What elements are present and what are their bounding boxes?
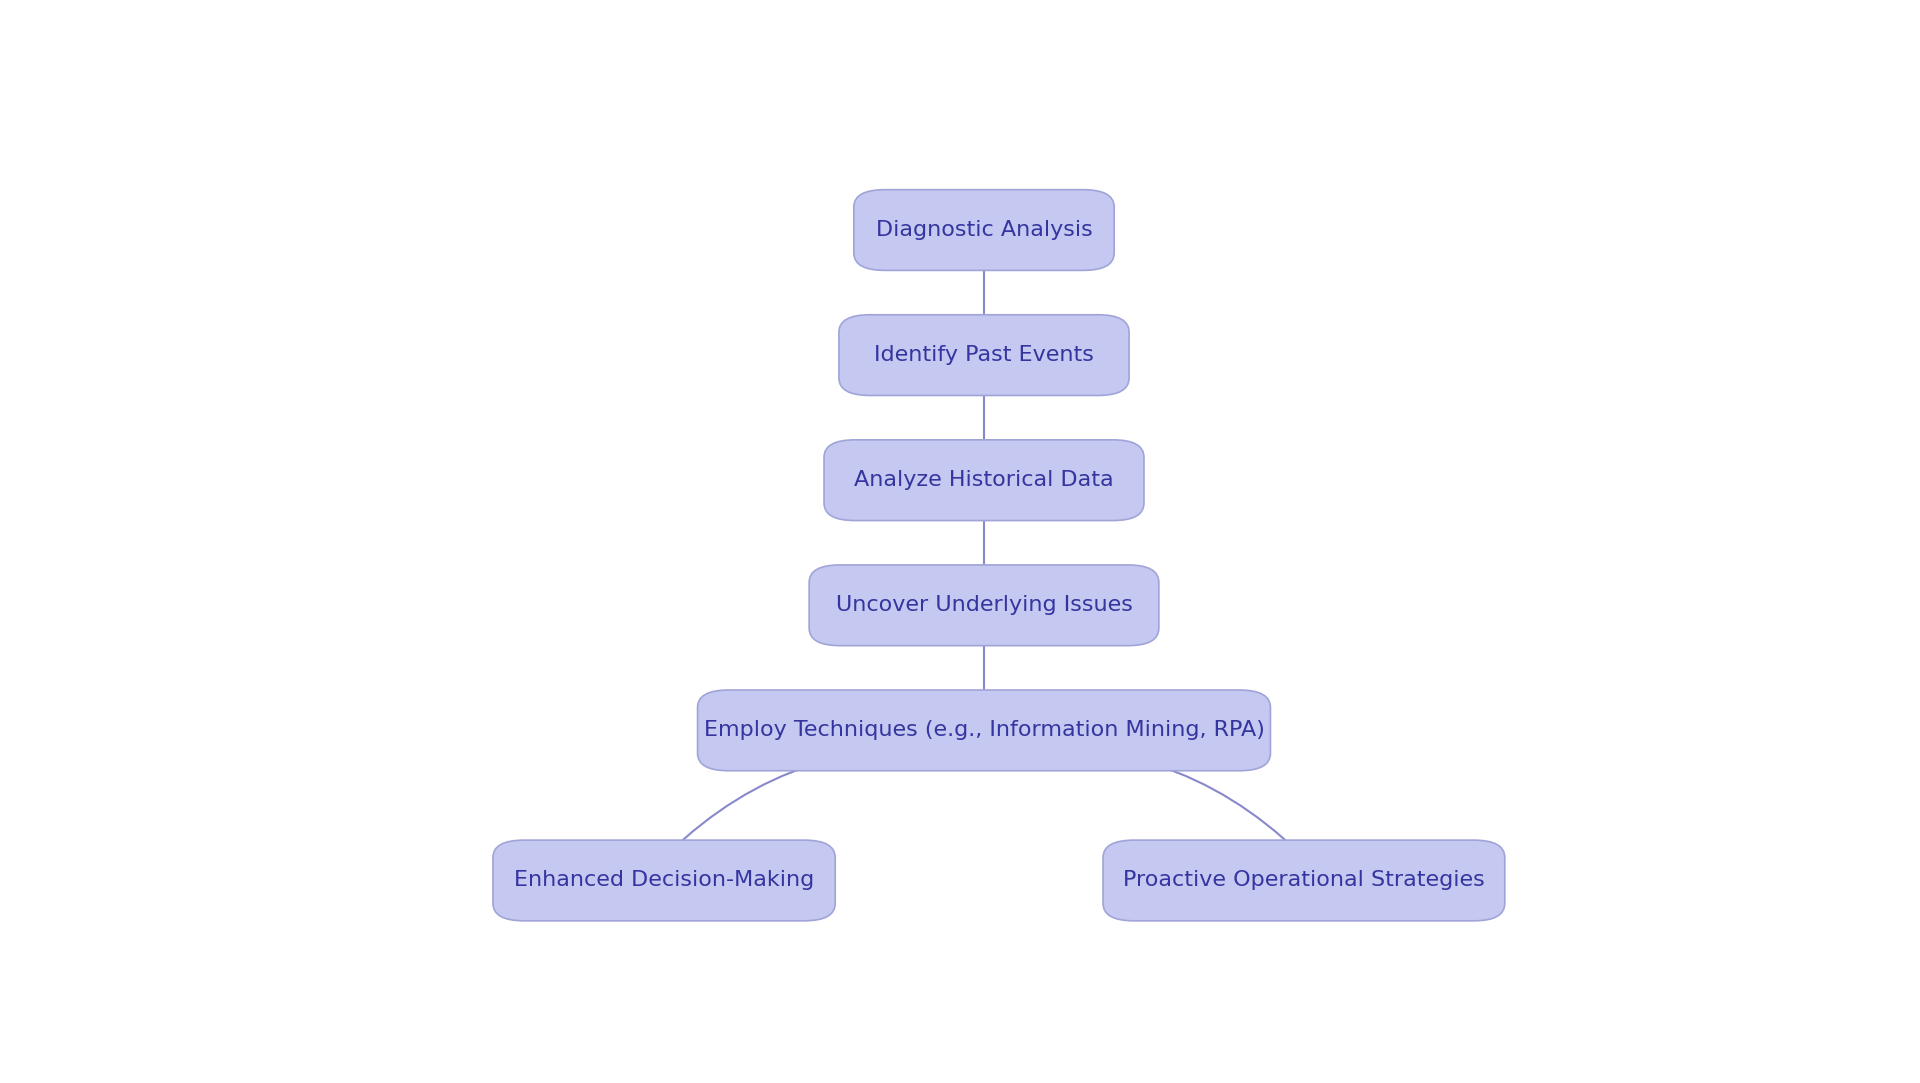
- Text: Employ Techniques (e.g., Information Mining, RPA): Employ Techniques (e.g., Information Min…: [703, 720, 1265, 741]
- Text: Identify Past Events: Identify Past Events: [874, 345, 1094, 365]
- Text: Uncover Underlying Issues: Uncover Underlying Issues: [835, 596, 1133, 615]
- FancyBboxPatch shape: [824, 440, 1144, 521]
- FancyBboxPatch shape: [697, 690, 1271, 771]
- FancyBboxPatch shape: [808, 565, 1160, 645]
- FancyBboxPatch shape: [839, 315, 1129, 395]
- Text: Diagnostic Analysis: Diagnostic Analysis: [876, 220, 1092, 240]
- FancyBboxPatch shape: [1102, 840, 1505, 921]
- FancyBboxPatch shape: [854, 190, 1114, 271]
- Text: Enhanced Decision-Making: Enhanced Decision-Making: [515, 871, 814, 890]
- Text: Analyze Historical Data: Analyze Historical Data: [854, 470, 1114, 491]
- Text: Proactive Operational Strategies: Proactive Operational Strategies: [1123, 871, 1484, 890]
- FancyBboxPatch shape: [493, 840, 835, 921]
